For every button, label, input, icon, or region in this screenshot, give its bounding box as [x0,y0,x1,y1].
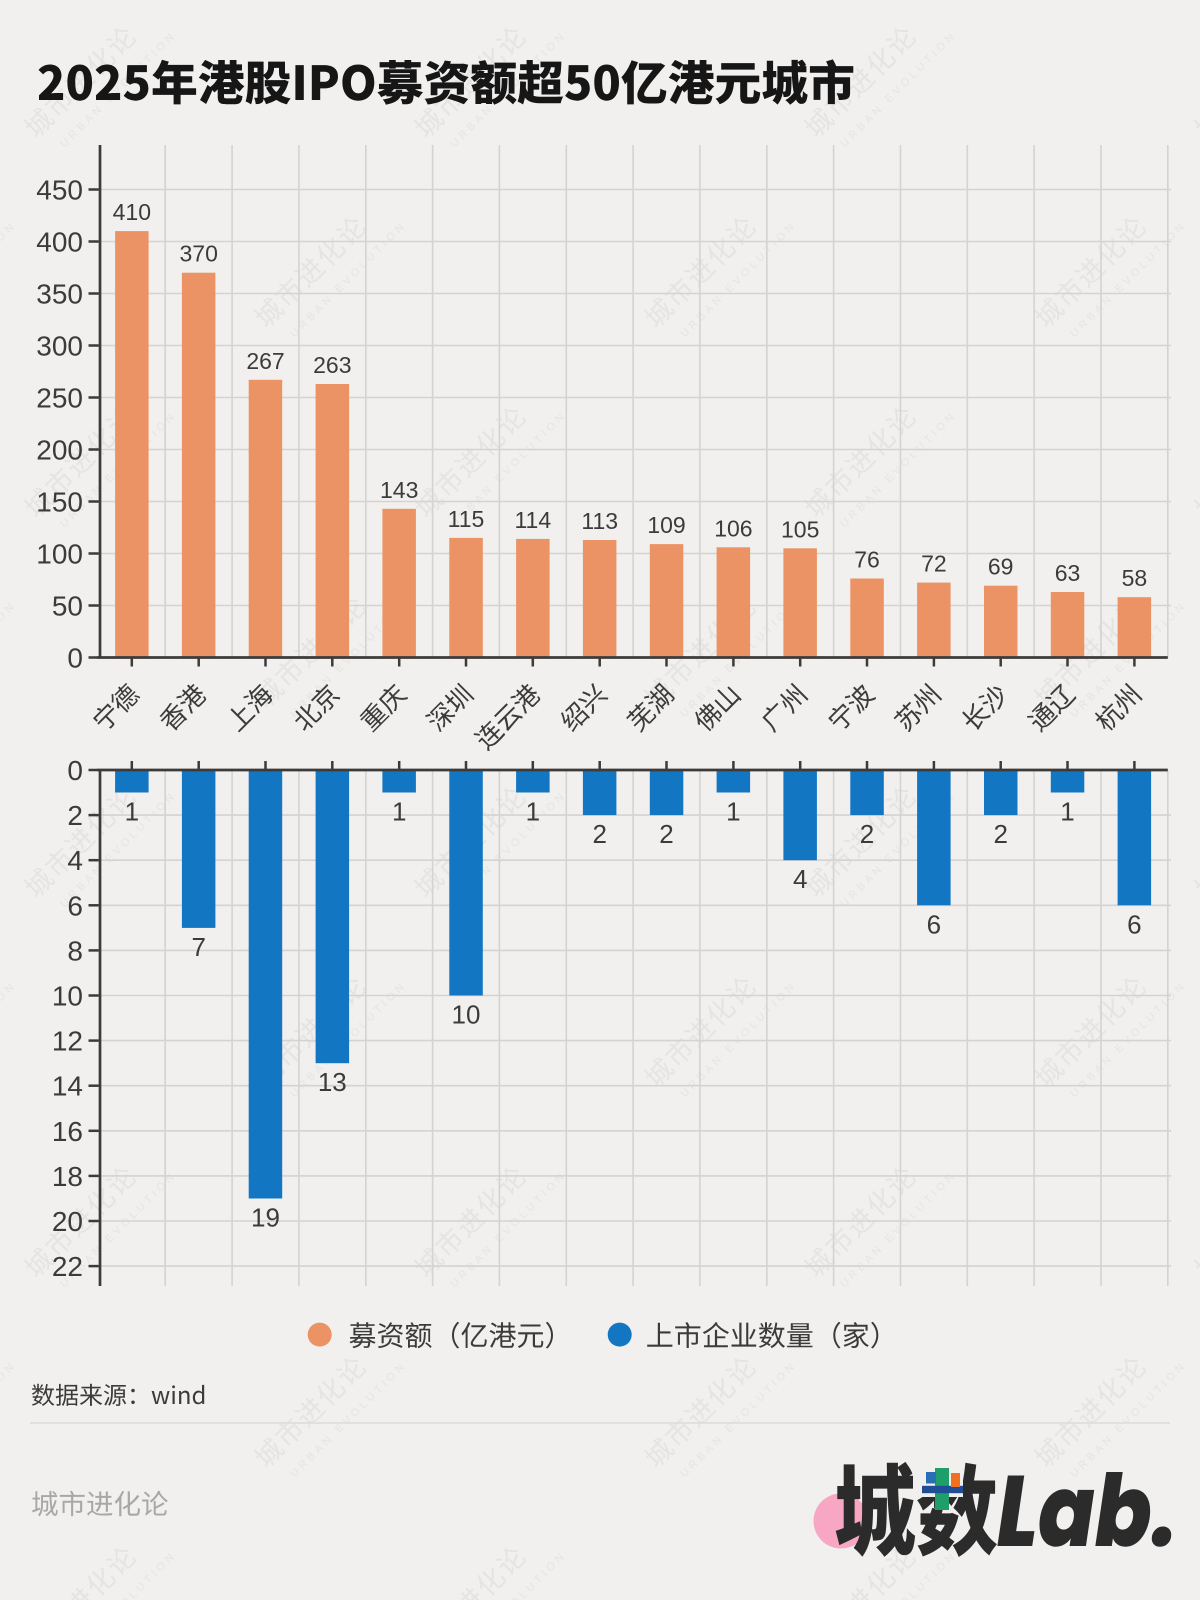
svg-text:100: 100 [36,539,83,570]
svg-text:58: 58 [1122,565,1148,591]
svg-text:115: 115 [448,506,485,532]
svg-text:2: 2 [860,819,874,849]
svg-text:1: 1 [526,797,540,827]
svg-text:69: 69 [988,554,1014,580]
svg-text:4: 4 [67,845,83,876]
svg-text:400: 400 [36,227,83,258]
svg-text:63: 63 [1055,560,1081,586]
svg-text:10: 10 [452,1000,481,1030]
svg-text:8: 8 [67,935,83,966]
svg-text:4: 4 [793,864,807,894]
svg-text:267: 267 [246,348,284,374]
svg-text:0: 0 [67,643,83,674]
svg-text:300: 300 [36,331,83,362]
svg-text:50: 50 [52,591,83,622]
svg-text:113: 113 [581,508,618,534]
svg-text:200: 200 [36,435,83,466]
svg-text:370: 370 [180,241,218,267]
svg-text:0: 0 [67,755,83,786]
svg-text:2: 2 [993,819,1007,849]
svg-text:14: 14 [52,1071,83,1102]
svg-text:12: 12 [52,1026,83,1057]
svg-text:6: 6 [927,909,941,939]
svg-text:105: 105 [781,516,819,542]
svg-text:2: 2 [659,819,673,849]
svg-text:2: 2 [592,819,606,849]
svg-text:7: 7 [191,932,205,962]
svg-text:13: 13 [318,1067,347,1097]
svg-text:263: 263 [313,352,351,378]
svg-text:410: 410 [113,199,151,225]
svg-text:72: 72 [921,551,947,577]
svg-text:19: 19 [251,1203,280,1233]
svg-text:76: 76 [854,547,880,573]
svg-text:114: 114 [514,507,551,533]
svg-text:10: 10 [52,981,83,1012]
svg-text:250: 250 [36,383,83,414]
svg-text:150: 150 [36,487,83,518]
svg-text:16: 16 [52,1116,83,1147]
svg-text:6: 6 [1127,909,1141,939]
svg-text:2: 2 [67,800,83,831]
svg-text:1: 1 [1060,797,1074,827]
svg-text:106: 106 [714,515,752,541]
svg-text:22: 22 [52,1251,83,1282]
svg-text:350: 350 [36,279,83,310]
svg-text:18: 18 [52,1161,83,1192]
svg-text:6: 6 [67,890,83,921]
svg-text:143: 143 [380,477,418,503]
svg-text:1: 1 [392,797,406,827]
svg-text:1: 1 [726,797,740,827]
svg-text:1: 1 [125,797,139,827]
svg-text:20: 20 [52,1206,83,1237]
svg-text:450: 450 [36,175,83,206]
svg-text:109: 109 [647,512,685,538]
